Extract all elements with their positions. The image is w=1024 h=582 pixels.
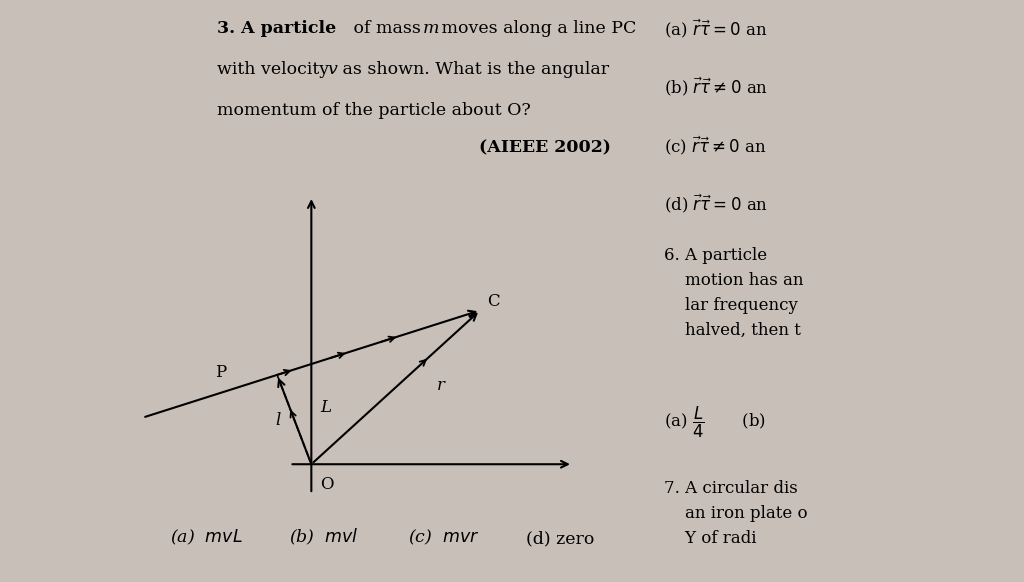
Text: (a) $\vec{r}\vec{\tau} = 0$ an: (a) $\vec{r}\vec{\tau} = 0$ an [664,17,767,40]
Text: L: L [319,399,331,416]
Text: (a) $\dfrac{L}{4}$       (b): (a) $\dfrac{L}{4}$ (b) [664,404,766,439]
Text: 7. A circular dis
    an iron plate o
    Y of radi: 7. A circular dis an iron plate o Y of r… [664,480,808,546]
Text: l: l [275,413,282,430]
Text: (d) zero: (d) zero [526,530,595,547]
Text: (b) $\vec{r}\vec{\tau} \neq 0$ an: (b) $\vec{r}\vec{\tau} \neq 0$ an [664,76,768,98]
Text: (d) $\vec{r}\vec{\tau} = 0$ an: (d) $\vec{r}\vec{\tau} = 0$ an [664,192,768,215]
Text: r: r [436,377,444,394]
Text: 6. A particle
    motion has an
    lar frequency
    halved, then t: 6. A particle motion has an lar frequenc… [664,247,804,339]
Text: momentum of the particle about O?: momentum of the particle about O? [217,102,531,119]
Text: as shown. What is the angular: as shown. What is the angular [338,61,609,78]
Text: 3. A particle: 3. A particle [217,20,337,37]
Text: C: C [486,293,500,310]
Text: with velocity: with velocity [217,61,335,78]
Text: of mass: of mass [348,20,427,37]
Text: P: P [215,364,226,381]
Text: (c)  $mvr$: (c) $mvr$ [408,528,479,547]
Text: (a)  $mvL$: (a) $mvL$ [170,528,243,547]
Text: moves along a line PC: moves along a line PC [436,20,637,37]
Text: m: m [422,20,439,37]
Text: (AIEEE 2002): (AIEEE 2002) [479,140,610,157]
Text: O: O [321,476,334,493]
Text: (c) $\vec{r}\vec{\tau} \neq 0$ an: (c) $\vec{r}\vec{\tau} \neq 0$ an [664,134,767,157]
Text: v: v [328,61,337,78]
Text: (b)  $mvl$: (b) $mvl$ [289,527,358,547]
